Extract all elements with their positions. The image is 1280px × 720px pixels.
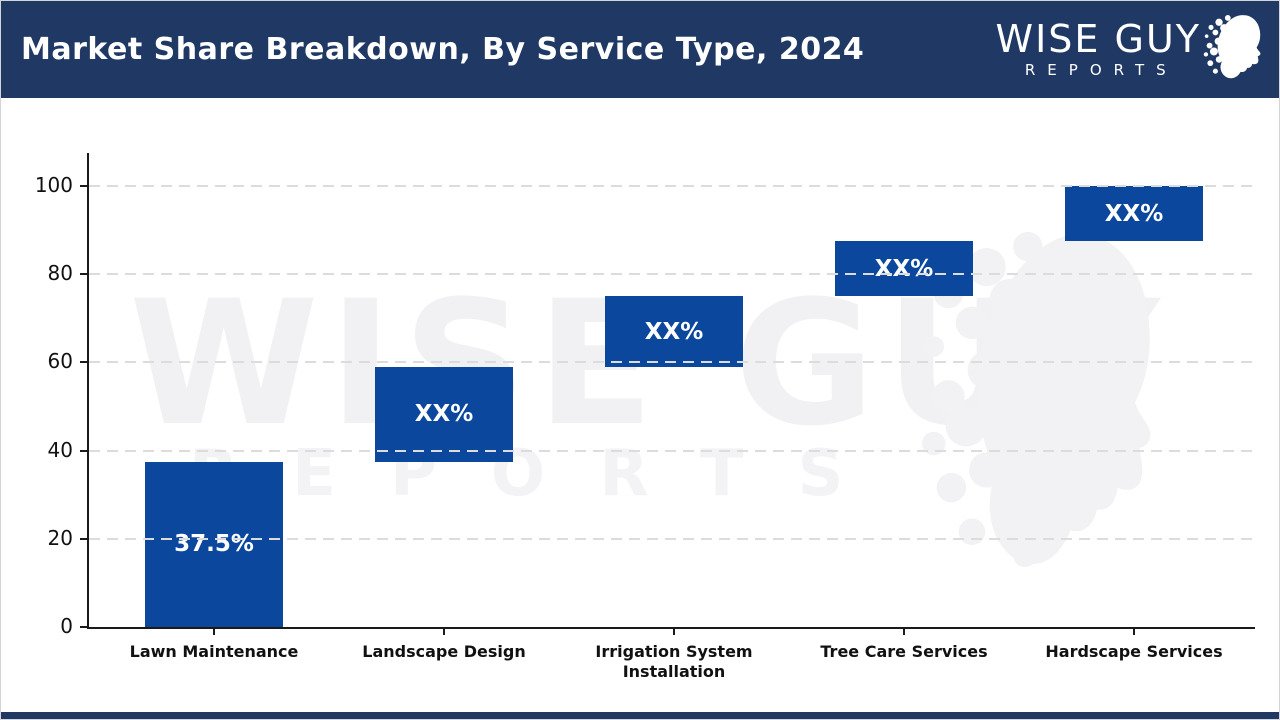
logo-wordmark: WISE GUY [995,17,1201,61]
y-tick-label-20: 20 [47,525,73,550]
x-category-label: Hardscape Services [1045,642,1223,661]
footer-band [1,712,1279,719]
y-tick-mark-40 [80,449,89,452]
bar-value-label: XX% [874,255,934,282]
bar-landscape-design: XX% [375,366,513,462]
x-category-label: Lawn Maintenance [129,642,299,661]
y-tick-mark-20 [80,537,89,540]
y-tick-label-0: 0 [60,614,73,638]
wise-guy-reports-logo: WISE GUY REPORTS [996,12,1265,88]
y-tick-label-40: 40 [47,437,73,462]
plot-area: 0 20 40 60 80 100 37.5% Lawn Maintenance XX% Land… [35,153,1255,681]
bar-tree-care-services: XX% [835,241,973,297]
gridline-40 [89,449,1255,452]
y-tick-label-100: 100 [34,173,73,197]
y-tick-mark-100 [80,185,89,187]
x-tick-mark-2 [673,627,675,635]
bar-hardscape-services: XX% [1065,186,1203,242]
chart-title: Market Share Breakdown, By Service Type,… [21,32,865,67]
x-tick-mark-1 [443,627,445,635]
bar-value-label: XX% [1104,200,1164,227]
bar-irrigation-system-installation: XX% [605,296,743,367]
bar-value-label: XX% [414,401,474,428]
x-category-label: Irrigation System Installation [595,642,753,681]
y-tick-mark-0 [80,626,89,628]
y-tick-mark-80 [80,273,89,276]
y-tick-mark-60 [80,361,89,364]
x-category-label: Tree Care Services [820,642,988,661]
logo-subtitle: REPORTS [1024,61,1178,79]
gridline-60 [89,361,1255,364]
x-tick-mark-0 [213,627,215,635]
bar-value-label: XX% [644,318,704,345]
gridline-20 [89,537,1255,540]
x-tick-mark-4 [1133,627,1135,635]
gridline-80 [89,273,1255,276]
bar-lawn-maintenance: 37.5% [145,461,283,627]
logo-text: WISE GUY REPORTS [996,20,1201,79]
y-tick-label-80: 80 [47,261,73,286]
y-tick-label-60: 60 [47,349,73,374]
gridline-100 [89,185,1255,187]
x-category-label: Landscape Design [362,642,526,661]
header-band: Market Share Breakdown, By Service Type,… [1,1,1279,98]
bar-value-label: 37.5% [174,531,254,558]
logo-head-icon [1203,14,1261,78]
x-tick-mark-3 [903,627,905,635]
